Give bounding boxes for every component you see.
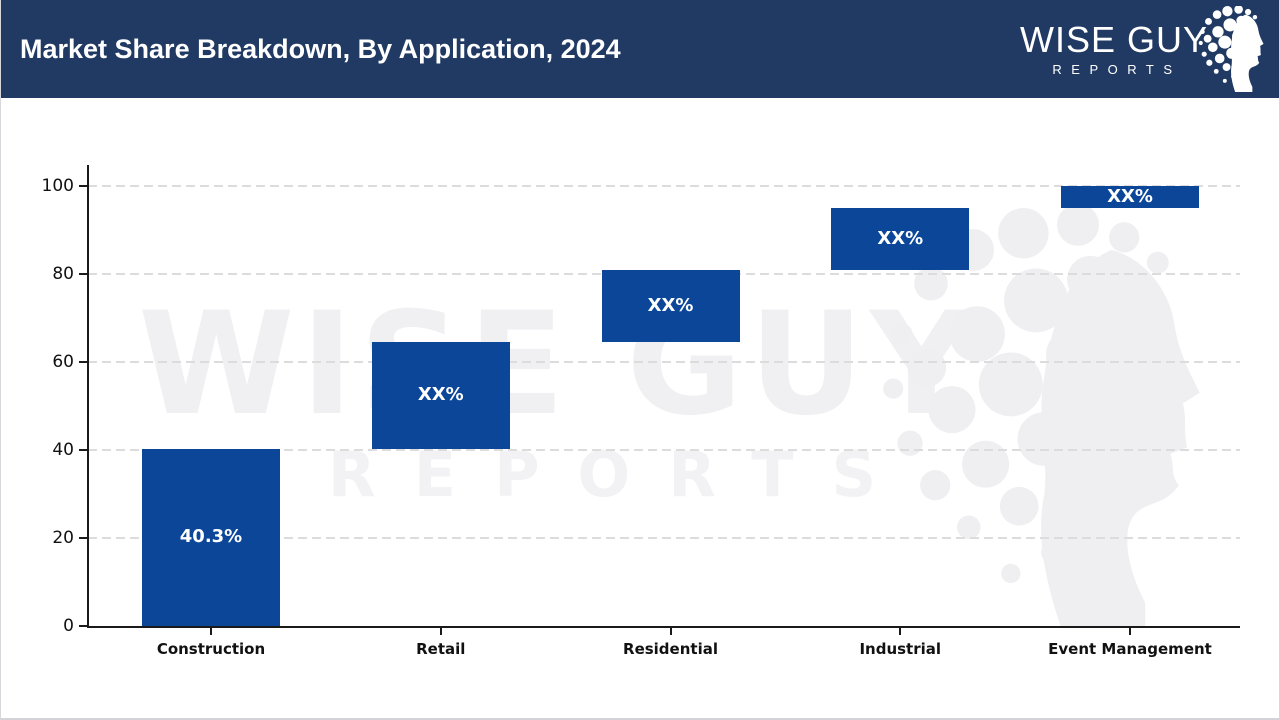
bar-value-label: XX%	[877, 228, 924, 250]
bar-construction: 40.3%	[142, 448, 280, 626]
watermark-wordmark: WISE GUY	[138, 282, 979, 447]
x-category-label: Construction	[156, 640, 266, 658]
page-title: Market Share Breakdown, By Application, …	[20, 34, 621, 64]
logo-subtitle: REPORTS	[1052, 62, 1182, 77]
y-tick-label: 40	[52, 440, 74, 460]
header-bar: Market Share Breakdown, By Application, …	[0, 0, 1280, 98]
x-tick-4	[1129, 628, 1131, 635]
x-category-label: Industrial	[859, 640, 942, 658]
bar-value-label: XX%	[417, 384, 464, 406]
gridline-100	[88, 185, 1240, 187]
gridline-20	[88, 537, 1240, 539]
y-tick-label: 100	[41, 176, 74, 196]
logo-wordmark: WISE GUY	[1019, 19, 1208, 60]
bar-residential: XX%	[601, 270, 740, 343]
bar-retail: XX%	[371, 342, 510, 449]
watermark-head-icon	[883, 208, 1200, 628]
dotted-head-icon	[1198, 6, 1264, 92]
x-category-label: Residential	[623, 640, 718, 658]
gridline-60	[88, 361, 1240, 363]
x-category-label: Event Management	[1048, 640, 1212, 658]
y-tick-20	[79, 537, 88, 539]
bar-industrial: XX%	[831, 208, 970, 271]
y-tick-0	[79, 625, 88, 627]
gridline-40	[88, 449, 1240, 451]
x-tick-3	[899, 628, 902, 635]
x-tick-2	[669, 628, 672, 635]
y-tick-label: 20	[52, 528, 74, 548]
y-tick-label: 80	[52, 264, 74, 284]
x-axis-line	[87, 626, 1240, 628]
x-tick-1	[439, 628, 442, 635]
bar-value-label: XX%	[647, 295, 694, 317]
y-tick-label: 60	[52, 352, 74, 372]
y-axis-line	[87, 165, 89, 628]
y-tick-label: 0	[63, 616, 74, 636]
y-tick-80	[79, 273, 88, 275]
bar-value-label: 40.3%	[179, 526, 243, 548]
bar-event-management: XX%	[1061, 186, 1199, 208]
y-tick-100	[79, 185, 88, 187]
y-tick-60	[79, 361, 88, 363]
bar-value-label: XX%	[1107, 186, 1153, 207]
y-tick-40	[79, 449, 88, 451]
logo-text: WISE GUY REPORTS	[1019, 19, 1208, 78]
x-category-label: Retail	[416, 640, 466, 658]
x-tick-0	[210, 628, 212, 635]
wise-guy-reports-logo: WISE GUY REPORTS	[1020, 6, 1266, 92]
